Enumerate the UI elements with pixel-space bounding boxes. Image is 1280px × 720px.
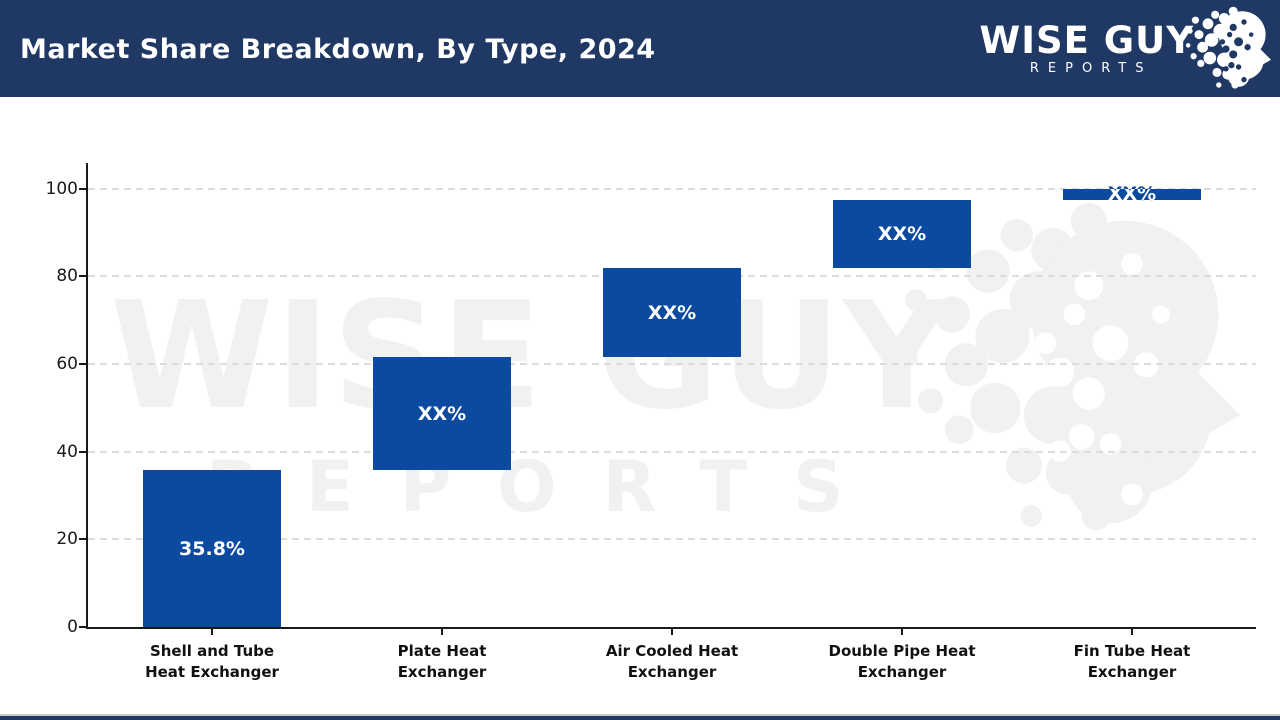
footer-bar	[0, 716, 1280, 720]
x-axis-tick-mark	[211, 627, 213, 635]
wiseguy-face-icon	[1185, 6, 1272, 89]
x-axis-tick-mark	[671, 627, 673, 635]
y-axis-line	[86, 163, 88, 629]
y-axis-tick-label: 100	[45, 178, 78, 199]
x-axis-category-label: Shell and Tube Heat Exchanger	[145, 642, 279, 681]
x-axis-line	[86, 627, 1256, 629]
bar-value-label: XX%	[647, 301, 697, 324]
bar-segment: XX%	[373, 357, 511, 471]
y-axis-tick-mark	[79, 626, 86, 628]
y-axis-tick-label: 80	[56, 266, 78, 287]
x-axis-tick-mark	[1131, 627, 1133, 635]
gridline	[88, 538, 1256, 541]
bar-value-label: XX%	[417, 402, 467, 425]
gridline	[88, 450, 1256, 453]
y-axis-tick-label: 60	[56, 354, 78, 375]
x-axis-tick-mark	[901, 627, 903, 635]
y-axis-tick-mark	[79, 538, 86, 541]
bar-segment: XX%	[1063, 188, 1201, 201]
gridline	[88, 187, 1256, 190]
x-axis-category-label: Fin Tube Heat Exchanger	[1073, 642, 1191, 681]
y-axis-tick-mark	[79, 363, 86, 366]
bar-segment: 35.8%	[143, 470, 281, 627]
y-axis-tick-label: 40	[56, 441, 78, 462]
bar-segment: XX%	[833, 200, 971, 269]
bar-value-label: XX%	[877, 223, 927, 246]
y-axis-tick-label: 0	[67, 617, 78, 637]
y-axis-tick-mark	[79, 450, 86, 453]
y-axis-tick-label: 20	[56, 529, 78, 550]
y-axis-tick-mark	[79, 187, 86, 190]
x-axis-category-label: Double Pipe Heat Exchanger	[828, 642, 976, 681]
bar-segment: XX%	[603, 268, 741, 358]
watermark-text-primary: WISE GUY	[110, 270, 953, 442]
watermark-text-secondary: REPORTS	[206, 446, 890, 528]
gridline	[88, 363, 1256, 366]
x-axis-category-label: Air Cooled Heat Exchanger	[605, 642, 739, 681]
logo-wordmark: WISE GUY	[979, 19, 1194, 62]
bar-value-label: XX%	[1107, 188, 1157, 201]
x-axis-category-label: Plate Heat Exchanger	[397, 642, 487, 681]
logo-subtitle: REPORTS	[1029, 61, 1153, 76]
header: Market Share Breakdown, By Type, 2024 WI…	[0, 0, 1280, 97]
y-axis-tick-mark	[79, 275, 86, 278]
page-title: Market Share Breakdown, By Type, 2024	[20, 34, 656, 65]
logo-text: WISE GUY REPORTS	[979, 19, 1194, 77]
bar-value-label: 35.8%	[179, 537, 245, 560]
wiseguy-logo: WISE GUY REPORTS	[979, 2, 1272, 96]
watermark-face-icon	[899, 202, 1240, 531]
footer-divider	[0, 714, 1280, 716]
x-axis-tick-mark	[441, 627, 443, 635]
